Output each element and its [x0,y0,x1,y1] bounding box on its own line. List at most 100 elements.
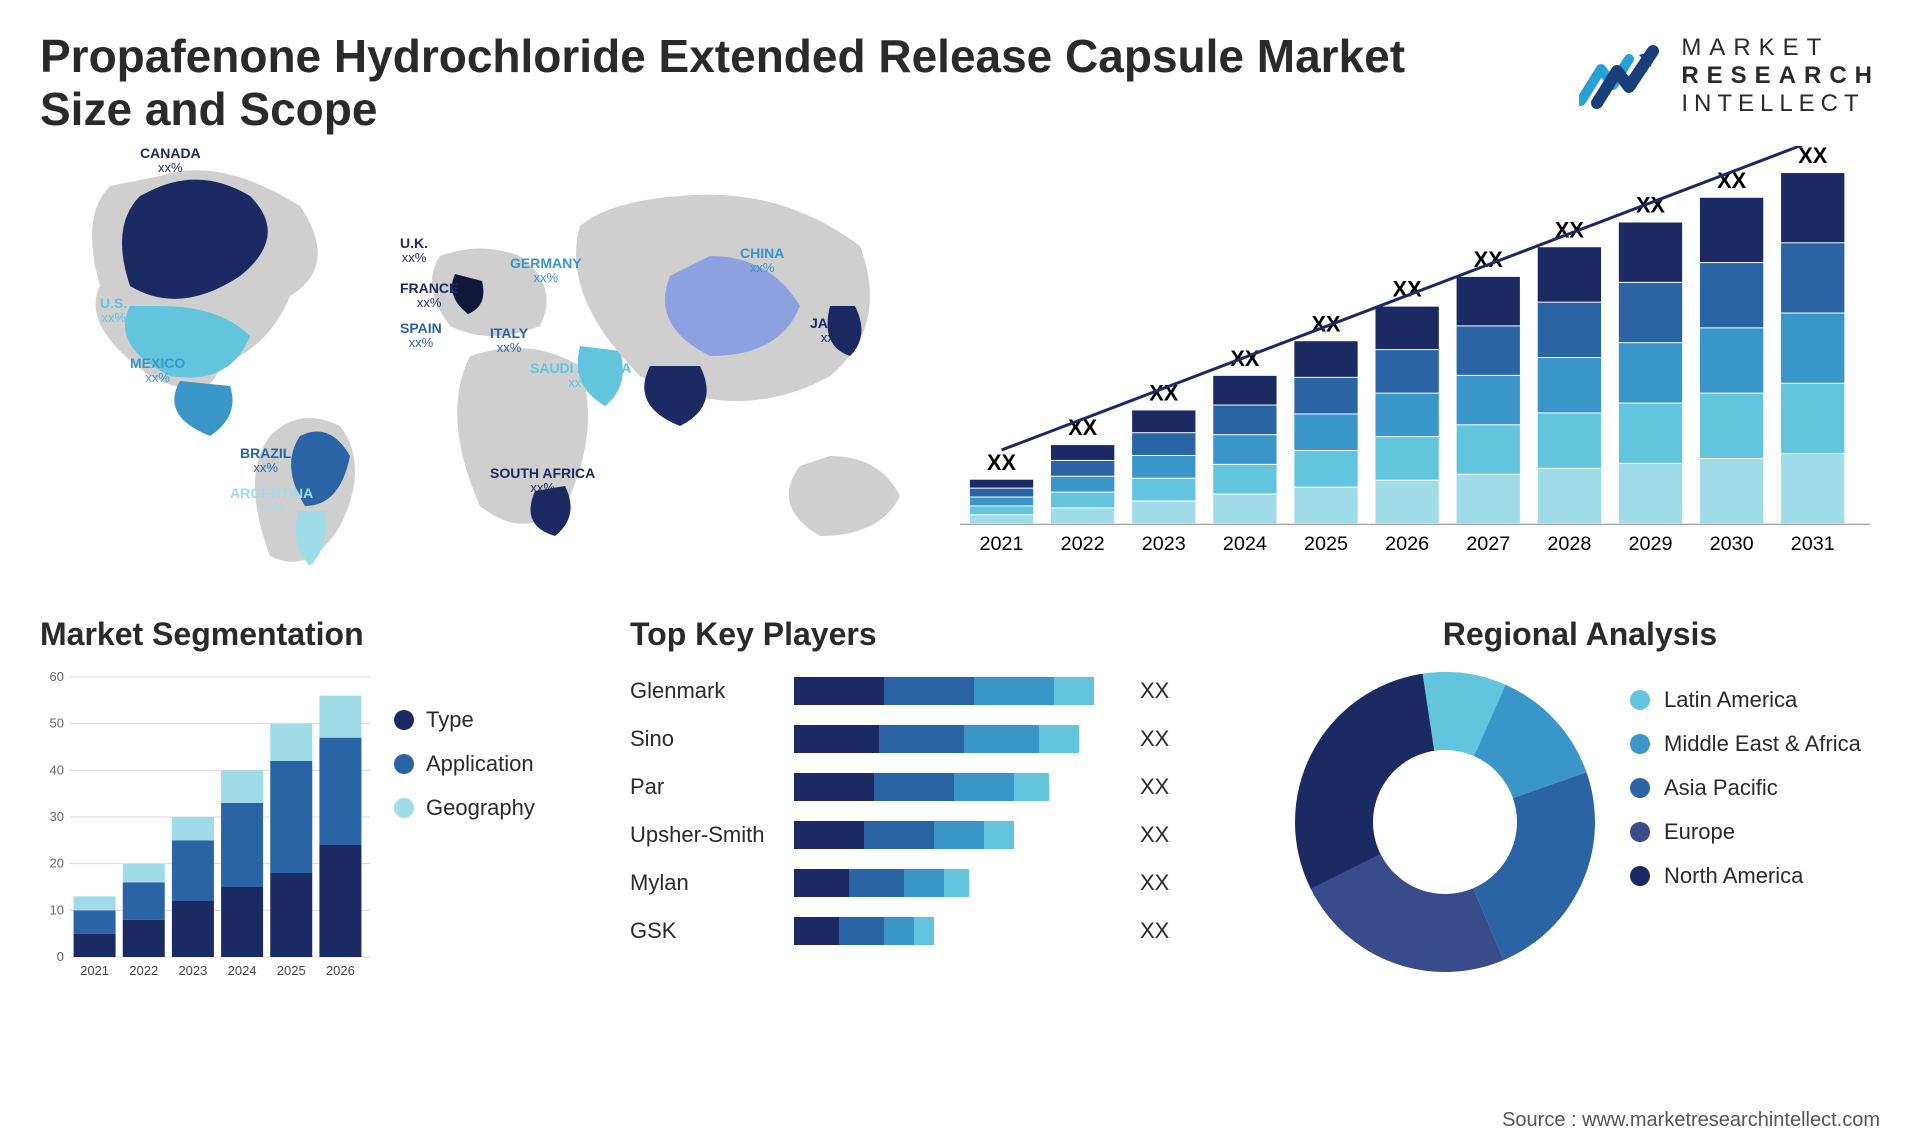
player-bar [794,821,1124,849]
svg-text:10: 10 [50,902,64,917]
player-bar [794,773,1124,801]
segmentation-panel: Market Segmentation 0 10 20 30 40 50 60 2021 202… [40,616,600,987]
player-value: XX [1128,774,1169,800]
svg-text:2029: 2029 [1629,533,1673,555]
player-bar [794,917,1124,945]
player-name: GSK [630,918,790,944]
page-title: Propafenone Hydrochloride Extended Relea… [40,30,1440,136]
row-bottom: Market Segmentation 0 10 20 30 40 50 60 2021 202… [40,616,1880,987]
regional-legend: Latin America Middle East & Africa Asia Pa… [1630,667,1861,987]
player-row: Sino XX [630,715,1250,763]
svg-text:2028: 2028 [1547,533,1591,555]
player-row: Mylan XX [630,859,1250,907]
regional-panel: Regional Analysis Latin America Middle Ea… [1280,616,1880,987]
svg-text:50: 50 [50,715,64,730]
map-country-label: ARGENTINAxx% [230,486,313,516]
svg-text:20: 20 [50,855,64,870]
player-name: Glenmark [630,678,790,704]
svg-text:0: 0 [57,949,64,964]
svg-text:30: 30 [50,809,64,824]
players-title: Top Key Players [630,616,1250,653]
player-name: Par [630,774,790,800]
logo-icon [1579,41,1669,111]
segmentation-legend: Type Application Geography [394,667,535,987]
player-name: Mylan [630,870,790,896]
regional-legend-item: Europe [1630,819,1861,845]
svg-text:2031: 2031 [1791,533,1835,555]
source-footer: Source : www.marketresearchintellect.com [1502,1109,1880,1132]
svg-text:2025: 2025 [1304,533,1348,555]
world-map-panel: CANADAxx% U.S.xx% MEXICOxx% BRAZILxx% ARGENT… [40,146,940,576]
player-row: Par XX [630,763,1250,811]
player-bar [794,725,1124,753]
regional-title: Regional Analysis [1280,616,1880,653]
regional-legend-item: Asia Pacific [1630,775,1861,801]
svg-text:XX: XX [987,450,1017,475]
regional-legend-item: Latin America [1630,687,1861,713]
segmentation-chart: 0 10 20 30 40 50 60 2021 2022 2023 2024 2025 2026 [40,667,370,987]
map-country-label: SAUDI ARABIAxx% [530,361,631,391]
svg-text:2030: 2030 [1710,533,1754,555]
regional-donut-svg [1280,657,1610,987]
logo-text: MARKET RESEARCH INTELLECT [1681,34,1880,118]
map-country-label: INDIAxx% [650,381,688,411]
svg-text:XX: XX [1798,146,1828,168]
logo-line-2: RESEARCH [1681,62,1880,90]
logo-line-1: MARKET [1681,34,1880,62]
player-row: Glenmark XX [630,667,1250,715]
players-panel: Top Key Players GlenmarkXXSinoXXParXXUps… [630,616,1250,987]
svg-text:2025: 2025 [277,963,306,978]
regional-donut [1280,657,1610,987]
players-list: GlenmarkXXSinoXXParXXUpsher-SmithXXMylan… [630,667,1250,955]
brand-logo: MARKET RESEARCH INTELLECT [1579,30,1880,118]
player-row: Upsher-Smith XX [630,811,1250,859]
logo-line-3: INTELLECT [1681,90,1880,118]
player-bar [794,677,1124,705]
player-row: GSK XX [630,907,1250,955]
map-country-label: JAPANxx% [810,316,856,346]
map-country-label: BRAZILxx% [240,446,291,476]
map-country-label: MEXICOxx% [130,356,185,386]
growth-chart-svg: XX2021XX2022XX2023XX2024XX2025XX2026XX20… [960,146,1880,576]
svg-text:2027: 2027 [1466,533,1510,555]
player-name: Sino [630,726,790,752]
segmentation-legend-item: Type [394,707,535,733]
page: Propafenone Hydrochloride Extended Relea… [0,0,1920,1146]
player-value: XX [1128,870,1169,896]
segmentation-legend-item: Geography [394,795,535,821]
svg-text:2026: 2026 [326,963,355,978]
svg-text:2022: 2022 [129,963,158,978]
map-country-label: FRANCExx% [400,281,458,311]
segmentation-chart-svg: 0 10 20 30 40 50 60 2021 2022 2023 2024 2025 2026 [40,667,370,987]
map-country-label: CHINAxx% [740,246,784,276]
regional-legend-item: Middle East & Africa [1630,731,1861,757]
map-country-label: GERMANYxx% [510,256,582,286]
svg-text:2023: 2023 [1142,533,1186,555]
player-name: Upsher-Smith [630,822,790,848]
map-country-label: ITALYxx% [490,326,528,356]
map-country-label: U.S.xx% [100,296,127,326]
player-bar [794,869,1124,897]
player-value: XX [1128,822,1169,848]
segmentation-title: Market Segmentation [40,616,600,653]
map-country-label: SOUTH AFRICAxx% [490,466,595,496]
svg-text:2026: 2026 [1385,533,1429,555]
header: Propafenone Hydrochloride Extended Relea… [40,30,1880,136]
map-country-label: U.K.xx% [400,236,428,266]
player-value: XX [1128,726,1169,752]
svg-text:60: 60 [50,669,64,684]
player-value: XX [1128,918,1169,944]
svg-text:40: 40 [50,762,64,777]
svg-text:2023: 2023 [178,963,207,978]
map-country-label: CANADAxx% [140,146,201,176]
regional-legend-item: North America [1630,863,1861,889]
svg-text:2021: 2021 [80,963,109,978]
growth-chart-panel: XX2021XX2022XX2023XX2024XX2025XX2026XX20… [960,146,1880,576]
segmentation-legend-item: Application [394,751,535,777]
row-top: CANADAxx% U.S.xx% MEXICOxx% BRAZILxx% ARGENT… [40,146,1880,576]
svg-text:2024: 2024 [228,963,257,978]
player-value: XX [1128,678,1169,704]
svg-text:2022: 2022 [1061,533,1105,555]
svg-text:2024: 2024 [1223,533,1267,555]
svg-text:2021: 2021 [980,533,1024,555]
